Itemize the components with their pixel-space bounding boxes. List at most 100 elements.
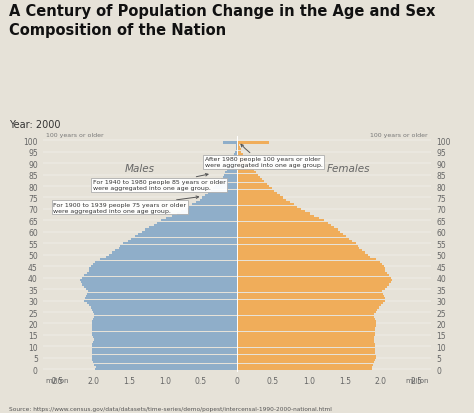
Bar: [230, 165, 237, 167]
Bar: [237, 361, 374, 363]
Bar: [87, 272, 237, 275]
Bar: [237, 142, 269, 144]
Bar: [221, 179, 237, 181]
Bar: [237, 240, 352, 242]
Bar: [92, 320, 237, 323]
Bar: [237, 311, 376, 313]
Bar: [237, 332, 375, 334]
Bar: [149, 227, 237, 229]
Bar: [237, 176, 260, 178]
Bar: [237, 357, 376, 359]
Bar: [237, 188, 272, 190]
Bar: [93, 263, 237, 265]
Bar: [91, 325, 237, 327]
Bar: [92, 309, 237, 311]
Bar: [131, 238, 237, 240]
Bar: [237, 185, 269, 188]
Bar: [123, 243, 237, 245]
Bar: [237, 160, 246, 162]
Bar: [120, 245, 237, 247]
Bar: [119, 247, 237, 249]
Bar: [237, 249, 362, 252]
Bar: [81, 282, 237, 284]
Bar: [237, 327, 375, 329]
Bar: [237, 291, 383, 293]
Text: 100 years or older: 100 years or older: [370, 133, 428, 138]
Bar: [93, 341, 237, 343]
Bar: [189, 206, 237, 208]
Bar: [237, 195, 280, 197]
Bar: [93, 318, 237, 320]
Bar: [237, 247, 359, 249]
Bar: [93, 311, 237, 313]
Bar: [172, 215, 237, 217]
Bar: [166, 218, 237, 220]
Bar: [237, 309, 377, 311]
Bar: [228, 167, 237, 169]
Bar: [237, 318, 375, 320]
Bar: [237, 222, 328, 224]
Bar: [237, 279, 392, 281]
Bar: [176, 213, 237, 215]
Bar: [227, 169, 237, 172]
Bar: [223, 176, 237, 178]
Bar: [145, 229, 237, 231]
Text: After 1980 people 100 years or older
were aggregated into one age group.: After 1980 people 100 years or older wer…: [205, 145, 322, 168]
Bar: [237, 300, 385, 302]
Bar: [237, 167, 252, 169]
Bar: [237, 295, 384, 297]
Bar: [237, 199, 286, 201]
Bar: [154, 224, 237, 226]
Bar: [90, 268, 237, 270]
Bar: [237, 297, 384, 299]
Bar: [211, 190, 237, 192]
Bar: [237, 202, 290, 204]
Bar: [237, 268, 384, 270]
Bar: [106, 256, 237, 259]
Bar: [92, 343, 237, 345]
Bar: [237, 313, 374, 316]
Bar: [237, 252, 365, 254]
Bar: [237, 236, 346, 238]
Bar: [95, 261, 237, 263]
Bar: [237, 341, 374, 343]
Bar: [237, 256, 370, 259]
Bar: [237, 190, 274, 192]
Bar: [237, 364, 373, 366]
Bar: [84, 300, 237, 302]
Bar: [92, 346, 237, 348]
Bar: [237, 348, 375, 350]
Bar: [112, 252, 237, 254]
Bar: [237, 320, 376, 323]
Bar: [236, 147, 237, 149]
Bar: [231, 163, 237, 165]
Bar: [237, 151, 241, 153]
Bar: [202, 197, 237, 199]
Bar: [92, 352, 237, 354]
Bar: [237, 272, 387, 275]
Bar: [237, 359, 375, 361]
Bar: [237, 197, 283, 199]
Bar: [196, 202, 237, 204]
Bar: [218, 183, 237, 185]
Bar: [237, 158, 245, 160]
Text: A Century of Population Change in the Age and Sex
Composition of the Nation: A Century of Population Change in the Ag…: [9, 4, 436, 38]
Bar: [237, 339, 374, 341]
Bar: [92, 357, 237, 359]
Bar: [215, 185, 237, 188]
Bar: [237, 254, 368, 256]
Bar: [237, 218, 319, 220]
Bar: [162, 220, 237, 222]
Bar: [223, 142, 237, 144]
Bar: [92, 359, 237, 361]
Bar: [237, 282, 391, 284]
Bar: [233, 156, 237, 158]
Bar: [94, 339, 237, 341]
Bar: [237, 343, 375, 345]
Bar: [92, 330, 237, 332]
Bar: [237, 172, 255, 174]
Bar: [94, 316, 237, 318]
Bar: [237, 147, 240, 149]
Bar: [237, 211, 305, 213]
Bar: [237, 220, 324, 222]
